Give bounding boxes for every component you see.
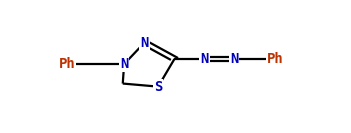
Text: N: N — [230, 52, 238, 66]
Text: N: N — [200, 52, 208, 66]
Text: Ph: Ph — [267, 52, 284, 66]
Text: N: N — [120, 57, 128, 71]
Text: Ph: Ph — [58, 57, 75, 71]
Text: S: S — [154, 80, 162, 94]
Text: N: N — [140, 36, 149, 50]
